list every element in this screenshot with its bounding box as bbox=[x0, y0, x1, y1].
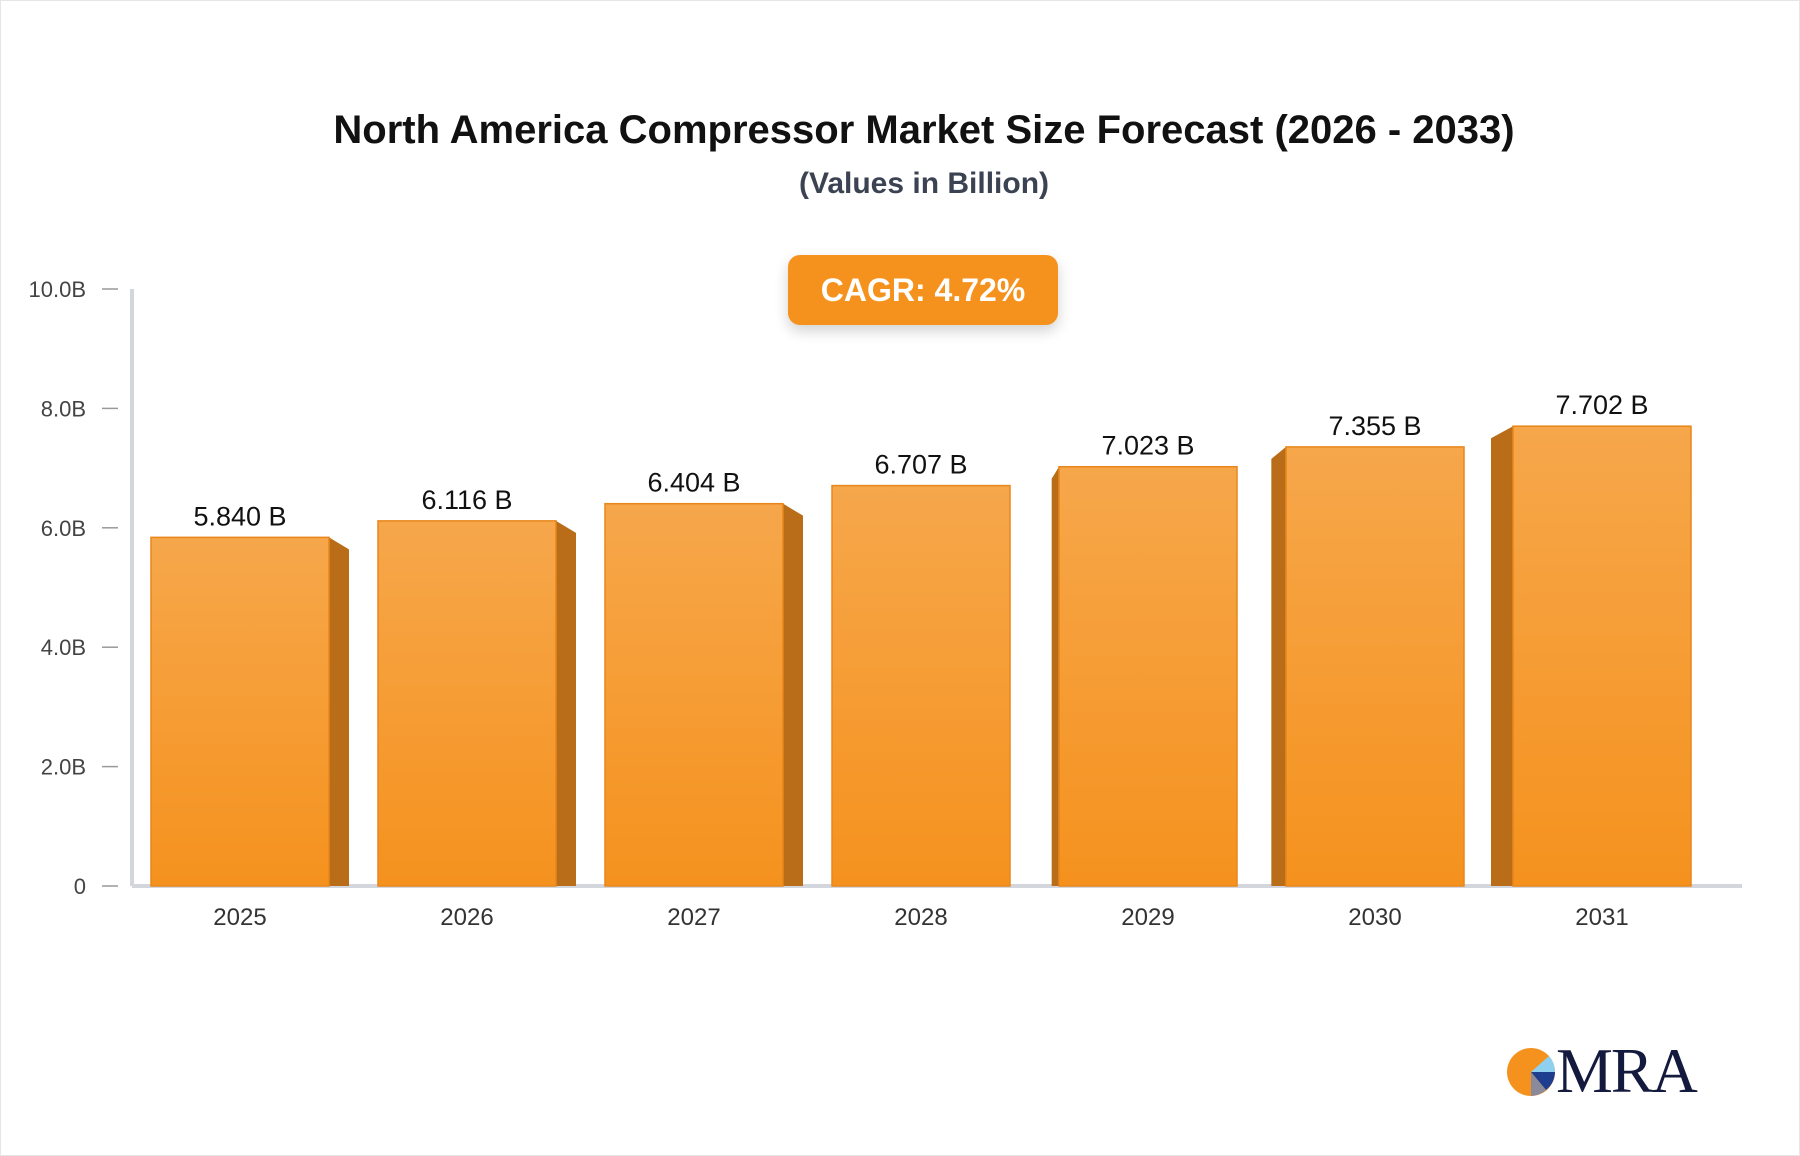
y-tick-label: 4.0B bbox=[41, 635, 86, 660]
bar-value-label: 6.707 B bbox=[874, 450, 967, 480]
bar-group: 6.116 B 2026 bbox=[377, 485, 576, 931]
bar-side bbox=[783, 503, 803, 886]
pie-logo-icon bbox=[1507, 1048, 1556, 1096]
chart-title: North America Compressor Market Size For… bbox=[333, 108, 1515, 152]
chart-subtitle: (Values in Billion) bbox=[798, 167, 1050, 200]
y-tick-label: 0 bbox=[74, 874, 86, 899]
bar-group: 7.702 B 2031 bbox=[1491, 390, 1692, 931]
bar-group: 6.707 B 2028 bbox=[831, 450, 1011, 931]
bar-value-label: 7.355 B bbox=[1328, 411, 1421, 441]
bar-value-label: 7.023 B bbox=[1101, 431, 1194, 461]
bar-value-label: 5.840 B bbox=[193, 501, 286, 531]
x-tick-label: 2030 bbox=[1348, 904, 1401, 931]
bar-side bbox=[1271, 446, 1286, 886]
bar bbox=[1058, 465, 1238, 887]
y-tick-label: 10.0B bbox=[29, 277, 87, 302]
bar-group: 5.840 B 2025 bbox=[150, 501, 349, 931]
bar-group: 6.404 B 2027 bbox=[604, 468, 803, 931]
x-tick-label: 2027 bbox=[667, 904, 720, 931]
bar-value-label: 6.116 B bbox=[421, 485, 512, 515]
x-tick-label: 2029 bbox=[1121, 904, 1174, 931]
bar-side bbox=[556, 520, 576, 886]
y-tick-label: 2.0B bbox=[41, 755, 86, 780]
bar bbox=[377, 520, 557, 887]
x-tick-label: 2026 bbox=[440, 904, 493, 931]
bar-side bbox=[1051, 466, 1059, 886]
x-tick-label: 2028 bbox=[894, 904, 947, 931]
y-tick-label: 6.0B bbox=[41, 516, 86, 541]
bar bbox=[150, 536, 330, 887]
bar-value-label: 7.702 B bbox=[1555, 390, 1648, 420]
bar-group: 7.023 B 2029 bbox=[1051, 431, 1238, 931]
bar-group: 7.355 B 2030 bbox=[1271, 411, 1465, 931]
x-tick-label: 2025 bbox=[213, 904, 266, 931]
bar-side bbox=[1491, 426, 1513, 886]
bar bbox=[1285, 446, 1465, 887]
bar bbox=[604, 502, 784, 887]
bar bbox=[1512, 425, 1692, 887]
mra-logo: MRA bbox=[1506, 1035, 1698, 1106]
bar-side bbox=[329, 537, 349, 886]
x-tick-label: 2031 bbox=[1575, 904, 1628, 931]
cagr-badge: CAGR: 4.72% bbox=[788, 255, 1058, 325]
y-tick-label: 8.0B bbox=[41, 396, 86, 421]
bar-value-label: 6.404 B bbox=[647, 468, 740, 498]
bar bbox=[831, 484, 1011, 887]
logo-text: MRA bbox=[1556, 1035, 1698, 1106]
